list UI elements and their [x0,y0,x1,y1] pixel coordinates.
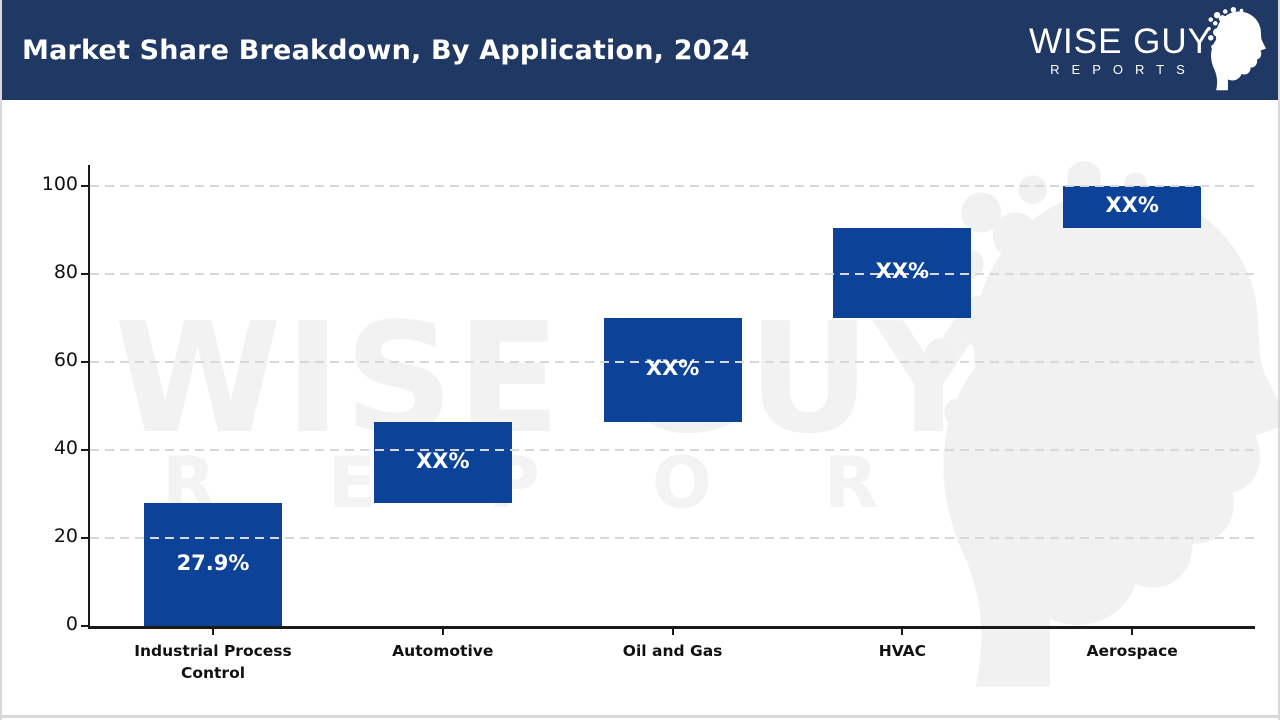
bar-value-label: XX% [875,259,930,284]
page-title: Market Share Breakdown, By Application, … [22,34,750,66]
bar-Industrial Process Control [144,503,282,626]
x-tick-mark [671,627,674,635]
y-tick-mark [81,449,90,451]
bar-value-label: XX% [1105,192,1159,217]
x-tick-mark [901,627,904,635]
brand-logo: WISE GUY REPORTS [1029,7,1280,93]
y-tick-mark [81,361,90,363]
gridline-60 [90,361,1260,363]
y-axis-line [88,165,90,628]
bar-value-label: XX% [416,448,470,473]
y-tick-mark [81,537,90,539]
x-category-label: Oil and Gas [622,642,723,660]
y-tick-mark [81,185,90,187]
bar-value-label: XX% [645,356,700,381]
y-tick-label: 60 [53,349,78,371]
watermark-brand-text: WISE GUY [114,290,987,467]
header: Market Share Breakdown, By Application, … [2,0,1280,100]
y-tick-mark [81,273,90,275]
brand-logo-text: WISE GUY REPORTS [1029,24,1212,76]
y-tick-label: 80 [53,261,78,283]
x-tick-mark [1131,627,1134,635]
x-axis-line [88,626,1255,629]
y-tick-label: 0 [65,613,78,635]
gridline-40 [90,449,1260,451]
y-tick-label: 20 [53,525,78,547]
gridline-100 [90,185,1260,187]
x-tick-mark [212,627,214,635]
gridline-20 [90,537,1260,539]
x-category-label: HVAC [878,642,927,660]
x-category-label: Industrial Process Control [134,642,292,682]
brand-name: WISE GUY [1028,22,1212,61]
y-tick-label: 40 [53,437,78,459]
x-category-label: Aerospace [1086,642,1178,660]
bar-Automotive [373,421,512,504]
y-tick-label: 100 [41,173,78,195]
bar-Aerospace [1063,186,1202,228]
brand-head-icon [1198,7,1276,93]
x-category-label: Automotive [392,642,494,660]
bar-Oil and Gas [603,318,742,422]
bar-value-label: 27.9% [176,550,250,575]
gridline-80 [90,273,1260,275]
y-tick-mark [81,625,90,627]
x-tick-mark [441,627,444,635]
chart-area: WISE GUY R E P O R T S 0 20 40 60 80 100 27.9%… [2,100,1278,718]
brand-subname: REPORTS [1050,62,1197,77]
